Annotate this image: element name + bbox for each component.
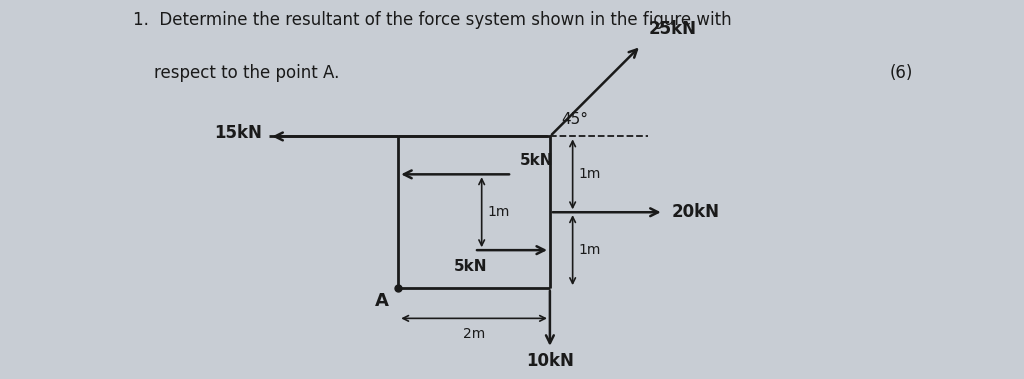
- Text: 1m: 1m: [487, 205, 510, 219]
- Text: 15kN: 15kN: [214, 124, 262, 142]
- Text: 1.  Determine the resultant of the force system shown in the figure with: 1. Determine the resultant of the force …: [133, 11, 732, 29]
- Text: 20kN: 20kN: [671, 203, 719, 221]
- Text: 25kN: 25kN: [648, 20, 696, 38]
- Text: 10kN: 10kN: [526, 352, 573, 370]
- Text: 5kN: 5kN: [454, 259, 487, 274]
- Text: 1m: 1m: [579, 168, 601, 181]
- Text: 5kN: 5kN: [519, 153, 553, 168]
- Text: respect to the point A.: respect to the point A.: [133, 64, 340, 82]
- Text: 1m: 1m: [579, 243, 601, 257]
- Text: (6): (6): [890, 64, 912, 82]
- Text: 2m: 2m: [463, 327, 485, 341]
- Text: A: A: [376, 292, 389, 310]
- Text: 45°: 45°: [561, 112, 588, 127]
